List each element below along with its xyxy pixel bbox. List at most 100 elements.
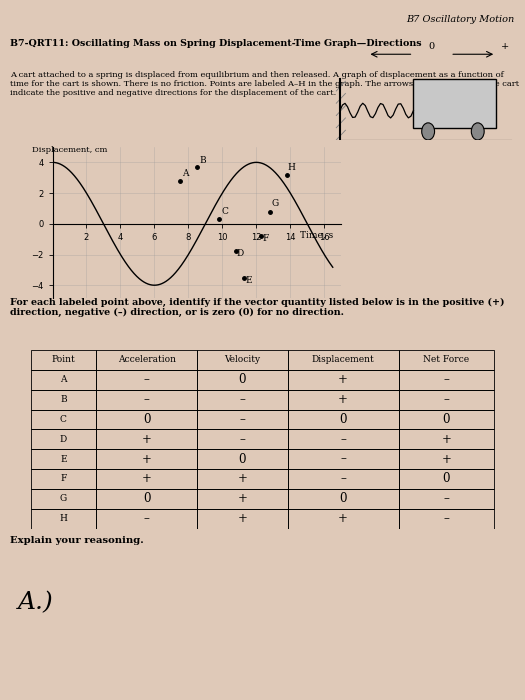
Text: –: –: [340, 473, 346, 485]
Bar: [398, 429, 495, 449]
Text: +: +: [237, 492, 247, 505]
Text: –: –: [239, 433, 245, 446]
Text: +: +: [501, 43, 509, 51]
Text: Point: Point: [51, 356, 75, 365]
Bar: [96, 429, 197, 449]
Text: G: G: [60, 494, 67, 503]
Text: D: D: [60, 435, 67, 444]
Text: A: A: [60, 375, 67, 384]
Bar: [30, 350, 96, 370]
Text: F: F: [262, 234, 269, 243]
Bar: [96, 449, 197, 469]
Circle shape: [422, 122, 435, 140]
Text: +: +: [237, 473, 247, 485]
Bar: [197, 410, 288, 429]
Text: 0: 0: [339, 413, 347, 426]
Text: 0: 0: [238, 453, 246, 466]
Bar: [398, 449, 495, 469]
Text: +: +: [338, 512, 348, 525]
Text: +: +: [442, 453, 452, 466]
Bar: [197, 370, 288, 390]
Text: +: +: [142, 433, 152, 446]
Text: –: –: [340, 433, 346, 446]
Text: 0: 0: [443, 413, 450, 426]
Text: –: –: [144, 512, 150, 525]
Text: –: –: [444, 393, 449, 406]
Text: B: B: [200, 156, 206, 165]
Text: 0: 0: [429, 43, 435, 51]
Text: –: –: [444, 492, 449, 505]
Bar: [96, 350, 197, 370]
Text: +: +: [442, 433, 452, 446]
Bar: [96, 390, 197, 410]
Text: –: –: [239, 393, 245, 406]
Bar: [96, 410, 197, 429]
Bar: [197, 469, 288, 489]
Text: +: +: [142, 453, 152, 466]
Text: Velocity: Velocity: [224, 356, 260, 365]
Circle shape: [471, 122, 484, 140]
Bar: [197, 489, 288, 509]
Bar: [288, 410, 398, 429]
Bar: [398, 350, 495, 370]
Bar: [288, 509, 398, 528]
Text: Time, s: Time, s: [299, 230, 333, 239]
Bar: [197, 350, 288, 370]
Bar: [197, 509, 288, 528]
Text: 0: 0: [443, 473, 450, 485]
Bar: [197, 390, 288, 410]
Bar: [30, 449, 96, 469]
Text: +: +: [142, 473, 152, 485]
Text: Net Force: Net Force: [423, 356, 469, 365]
Bar: [288, 449, 398, 469]
Text: 0: 0: [339, 492, 347, 505]
Text: –: –: [444, 512, 449, 525]
Bar: [30, 370, 96, 390]
Text: Displacement: Displacement: [312, 356, 374, 365]
Text: Displacement, cm: Displacement, cm: [32, 146, 108, 154]
Text: A cart attached to a spring is displaced from equilibrium and then released. A g: A cart attached to a spring is displaced…: [10, 71, 520, 97]
Bar: [288, 489, 398, 509]
Text: +: +: [237, 512, 247, 525]
Bar: [30, 469, 96, 489]
Text: H: H: [288, 162, 296, 172]
Bar: [288, 429, 398, 449]
Text: F: F: [60, 475, 67, 484]
Text: 0: 0: [238, 373, 246, 386]
Text: E: E: [60, 454, 67, 463]
Bar: [398, 489, 495, 509]
Text: –: –: [444, 373, 449, 386]
Text: +: +: [338, 373, 348, 386]
Text: D: D: [237, 249, 244, 258]
Text: Acceleration: Acceleration: [118, 356, 175, 365]
Text: Explain your reasoning.: Explain your reasoning.: [10, 536, 144, 545]
Text: B: B: [60, 395, 67, 404]
Bar: [398, 370, 495, 390]
Bar: [96, 509, 197, 528]
Bar: [288, 370, 398, 390]
Bar: [96, 370, 197, 390]
Bar: [30, 410, 96, 429]
Text: C: C: [222, 207, 228, 216]
Bar: [30, 390, 96, 410]
Bar: [398, 469, 495, 489]
Bar: [197, 449, 288, 469]
Text: C: C: [60, 415, 67, 424]
Text: G: G: [271, 199, 279, 209]
Bar: [197, 429, 288, 449]
Bar: [398, 410, 495, 429]
Text: 0: 0: [143, 413, 150, 426]
Bar: [96, 489, 197, 509]
Text: B7 Oscillatory Motion: B7 Oscillatory Motion: [406, 15, 514, 24]
Text: +: +: [338, 393, 348, 406]
Text: A: A: [182, 169, 188, 178]
Bar: [288, 390, 398, 410]
Text: 0: 0: [143, 492, 150, 505]
Bar: [398, 390, 495, 410]
Text: –: –: [239, 413, 245, 426]
Bar: [398, 509, 495, 528]
Bar: [96, 469, 197, 489]
Text: For each labeled point above, identify if the vector quantity listed below is in: For each labeled point above, identify i…: [10, 298, 505, 317]
Text: A.): A.): [18, 591, 54, 614]
Text: –: –: [144, 373, 150, 386]
